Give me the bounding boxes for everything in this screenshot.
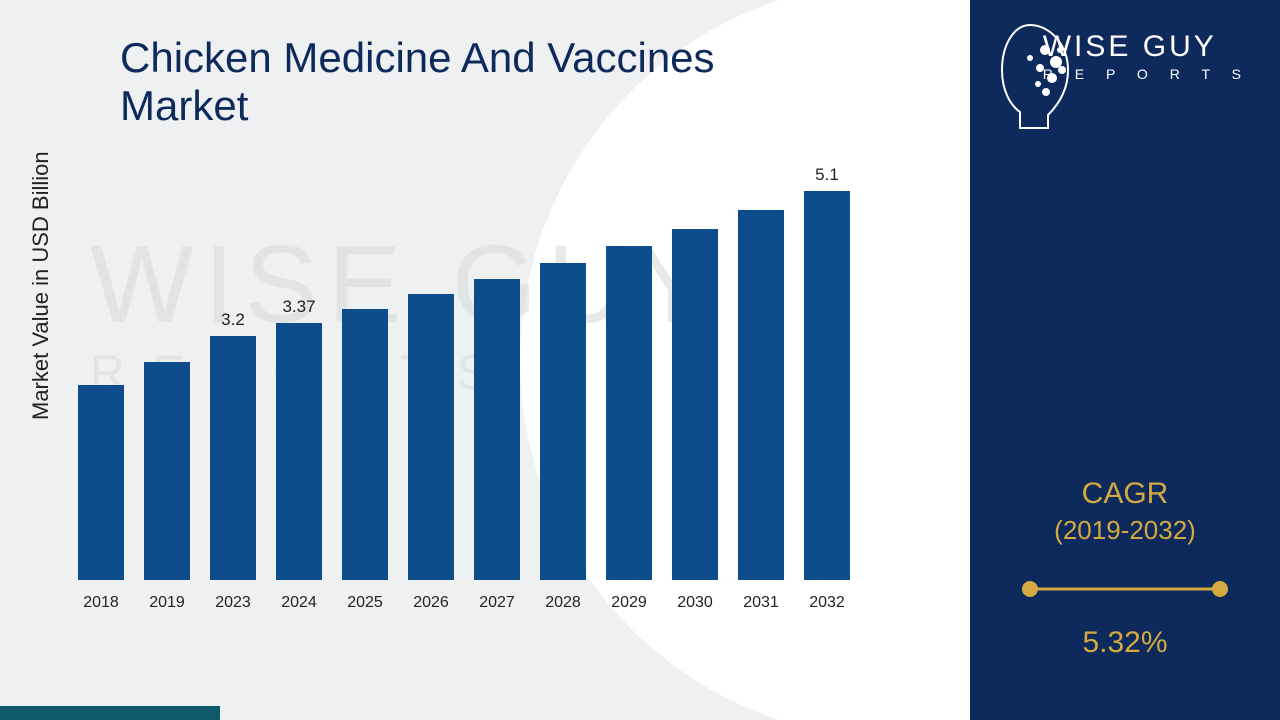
bar-2029 [606,246,652,580]
bar-chart: 3.23.375.1 20182019202320242025202620272… [78,160,878,620]
bar-rect [672,229,718,580]
logo-head-icon [990,20,1080,130]
x-category-label: 2030 [665,594,725,612]
bar-2018 [78,385,124,580]
bar-rect [78,385,124,580]
cagr-divider [1030,574,1220,604]
bar-rect [606,246,652,580]
x-category-label: 2019 [137,594,197,612]
bar-rect [540,263,586,580]
x-category-label: 2018 [71,594,131,612]
bar-value-label: 3.37 [276,297,322,317]
plot-area: 3.2 3.37 5.1 [78,160,878,580]
bar-rect [474,279,520,580]
bar-2026 [408,294,454,580]
cagr-range: (2019-2032) [1000,515,1250,546]
bar-rect [210,336,256,580]
x-category-label: 2028 [533,594,593,612]
x-category-label: 2024 [269,594,329,612]
accent-strip [0,706,220,720]
bar-value-label: 5.1 [804,165,850,185]
bar-rect [408,294,454,580]
x-category-label: 2029 [599,594,659,612]
bar-rect [342,309,388,580]
bar-rect [804,191,850,580]
bar-2023: 3.2 [210,336,256,580]
bar-2031 [738,210,784,580]
x-category-label: 2031 [731,594,791,612]
x-category-label: 2027 [467,594,527,612]
cagr-value: 5.32% [1000,626,1250,660]
bar-2030 [672,229,718,580]
bar-rect [276,323,322,580]
bar-2028 [540,263,586,580]
bar-2027 [474,279,520,580]
cagr-title: CAGR [1000,477,1250,511]
cagr-block: CAGR (2019-2032) 5.32% [1000,477,1250,660]
market-infographic: WISE GUY REPORTS WISE GUY R E P O R T S … [0,0,1280,720]
bar-2025 [342,309,388,580]
x-category-label: 2023 [203,594,263,612]
y-axis-label: Market Value in USD Billion [28,151,54,420]
chart-title: Chicken Medicine And Vaccines Market [120,34,820,131]
x-category-label: 2032 [797,594,857,612]
bar-2019 [144,362,190,580]
bar-rect [738,210,784,580]
bar-2024: 3.37 [276,323,322,580]
bar-rect [144,362,190,580]
x-category-label: 2026 [401,594,461,612]
bar-2032: 5.1 [804,191,850,580]
x-category-label: 2025 [335,594,395,612]
bar-value-label: 3.2 [210,310,256,330]
